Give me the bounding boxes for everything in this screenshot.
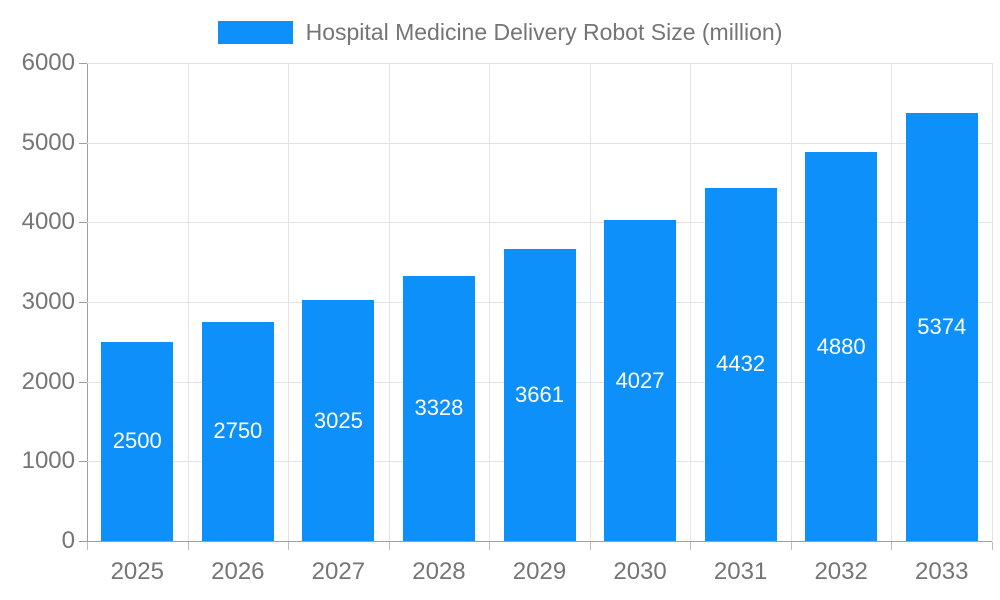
bar-2025[interactable]: 2500 bbox=[101, 341, 174, 541]
x-axis-tick-label: 2031 bbox=[713, 558, 768, 585]
v-gridline bbox=[589, 63, 591, 541]
x-axis-tick bbox=[589, 542, 591, 550]
v-gridline bbox=[187, 63, 189, 541]
bar-value-label: 3328 bbox=[414, 395, 464, 421]
x-axis-tick bbox=[992, 542, 993, 550]
h-gridline bbox=[87, 222, 992, 224]
v-gridline bbox=[992, 63, 993, 541]
v-gridline bbox=[891, 63, 893, 541]
bar-2031[interactable]: 4432 bbox=[704, 187, 777, 541]
bar-value-label: 3025 bbox=[313, 407, 363, 433]
y-axis-tick-label: 4000 bbox=[21, 208, 75, 236]
x-axis-tick-label: 2030 bbox=[613, 558, 667, 585]
x-axis-tick bbox=[790, 542, 792, 550]
legend-label: Hospital Medicine Delivery Robot Size (m… bbox=[305, 18, 783, 45]
h-gridline bbox=[87, 63, 992, 64]
y-axis-tick bbox=[79, 381, 87, 383]
bar-value-label: 2500 bbox=[112, 428, 162, 454]
x-axis-tick bbox=[288, 542, 290, 550]
y-axis-tick-label: 0 bbox=[61, 527, 75, 554]
x-axis-tick-label: 2025 bbox=[110, 558, 164, 585]
y-axis-tick bbox=[79, 541, 87, 542]
x-axis-tick-label: 2029 bbox=[512, 558, 567, 585]
x-axis-tick-label: 2027 bbox=[311, 558, 366, 585]
bar-2029[interactable]: 3661 bbox=[503, 249, 576, 541]
x-axis-line bbox=[79, 541, 992, 542]
bar-2026[interactable]: 2750 bbox=[201, 321, 274, 541]
y-axis-tick-label: 3000 bbox=[21, 288, 75, 315]
legend-swatch-icon bbox=[217, 20, 293, 44]
y-axis-tick-label: 5000 bbox=[21, 128, 75, 156]
y-axis-tick bbox=[79, 63, 87, 64]
y-axis-tick bbox=[79, 142, 87, 144]
y-axis-tick bbox=[79, 302, 87, 303]
v-gridline bbox=[790, 63, 792, 541]
bar-2030[interactable]: 4027 bbox=[604, 220, 677, 541]
x-axis-tick-label: 2028 bbox=[412, 558, 466, 585]
y-axis-tick-label: 6000 bbox=[21, 49, 75, 76]
y-axis-tick-label: 1000 bbox=[21, 447, 75, 475]
x-axis-tick-label: 2032 bbox=[814, 558, 868, 585]
x-axis-tick bbox=[187, 542, 189, 550]
bar-value-label: 4432 bbox=[716, 351, 766, 377]
y-axis-line bbox=[87, 63, 88, 549]
y-axis-tick bbox=[79, 222, 87, 224]
x-axis-tick bbox=[690, 542, 692, 550]
x-axis-tick bbox=[489, 542, 491, 550]
h-gridline bbox=[87, 142, 992, 144]
bar-value-label: 3661 bbox=[515, 382, 564, 408]
bar-value-label: 4880 bbox=[816, 333, 866, 359]
v-gridline bbox=[288, 63, 290, 541]
x-axis-tick bbox=[388, 542, 390, 550]
v-gridline bbox=[388, 63, 390, 541]
v-gridline bbox=[489, 63, 491, 541]
bar-2027[interactable]: 3025 bbox=[302, 300, 375, 541]
x-axis-tick-label: 2033 bbox=[915, 558, 969, 585]
bar-2028[interactable]: 3328 bbox=[402, 275, 475, 541]
x-axis-tick bbox=[891, 542, 893, 550]
v-gridline bbox=[690, 63, 692, 541]
plot-area: 2500 2750 3025 3328 3661 4027 4432 4880 5374 bbox=[87, 63, 993, 541]
bar-2033[interactable]: 5374 bbox=[905, 112, 978, 541]
bar-value-label: 4027 bbox=[615, 367, 665, 393]
bar-2032[interactable]: 4880 bbox=[805, 152, 878, 541]
x-axis-tick-label: 2026 bbox=[211, 558, 265, 585]
x-axis-tick bbox=[87, 542, 88, 550]
chart-legend[interactable]: Hospital Medicine Delivery Robot Size (m… bbox=[0, 12, 1000, 52]
y-axis-tick bbox=[79, 461, 87, 463]
y-axis-tick-label: 2000 bbox=[21, 367, 75, 395]
bar-value-label: 5374 bbox=[917, 313, 967, 339]
bar-value-label: 2750 bbox=[213, 418, 263, 444]
